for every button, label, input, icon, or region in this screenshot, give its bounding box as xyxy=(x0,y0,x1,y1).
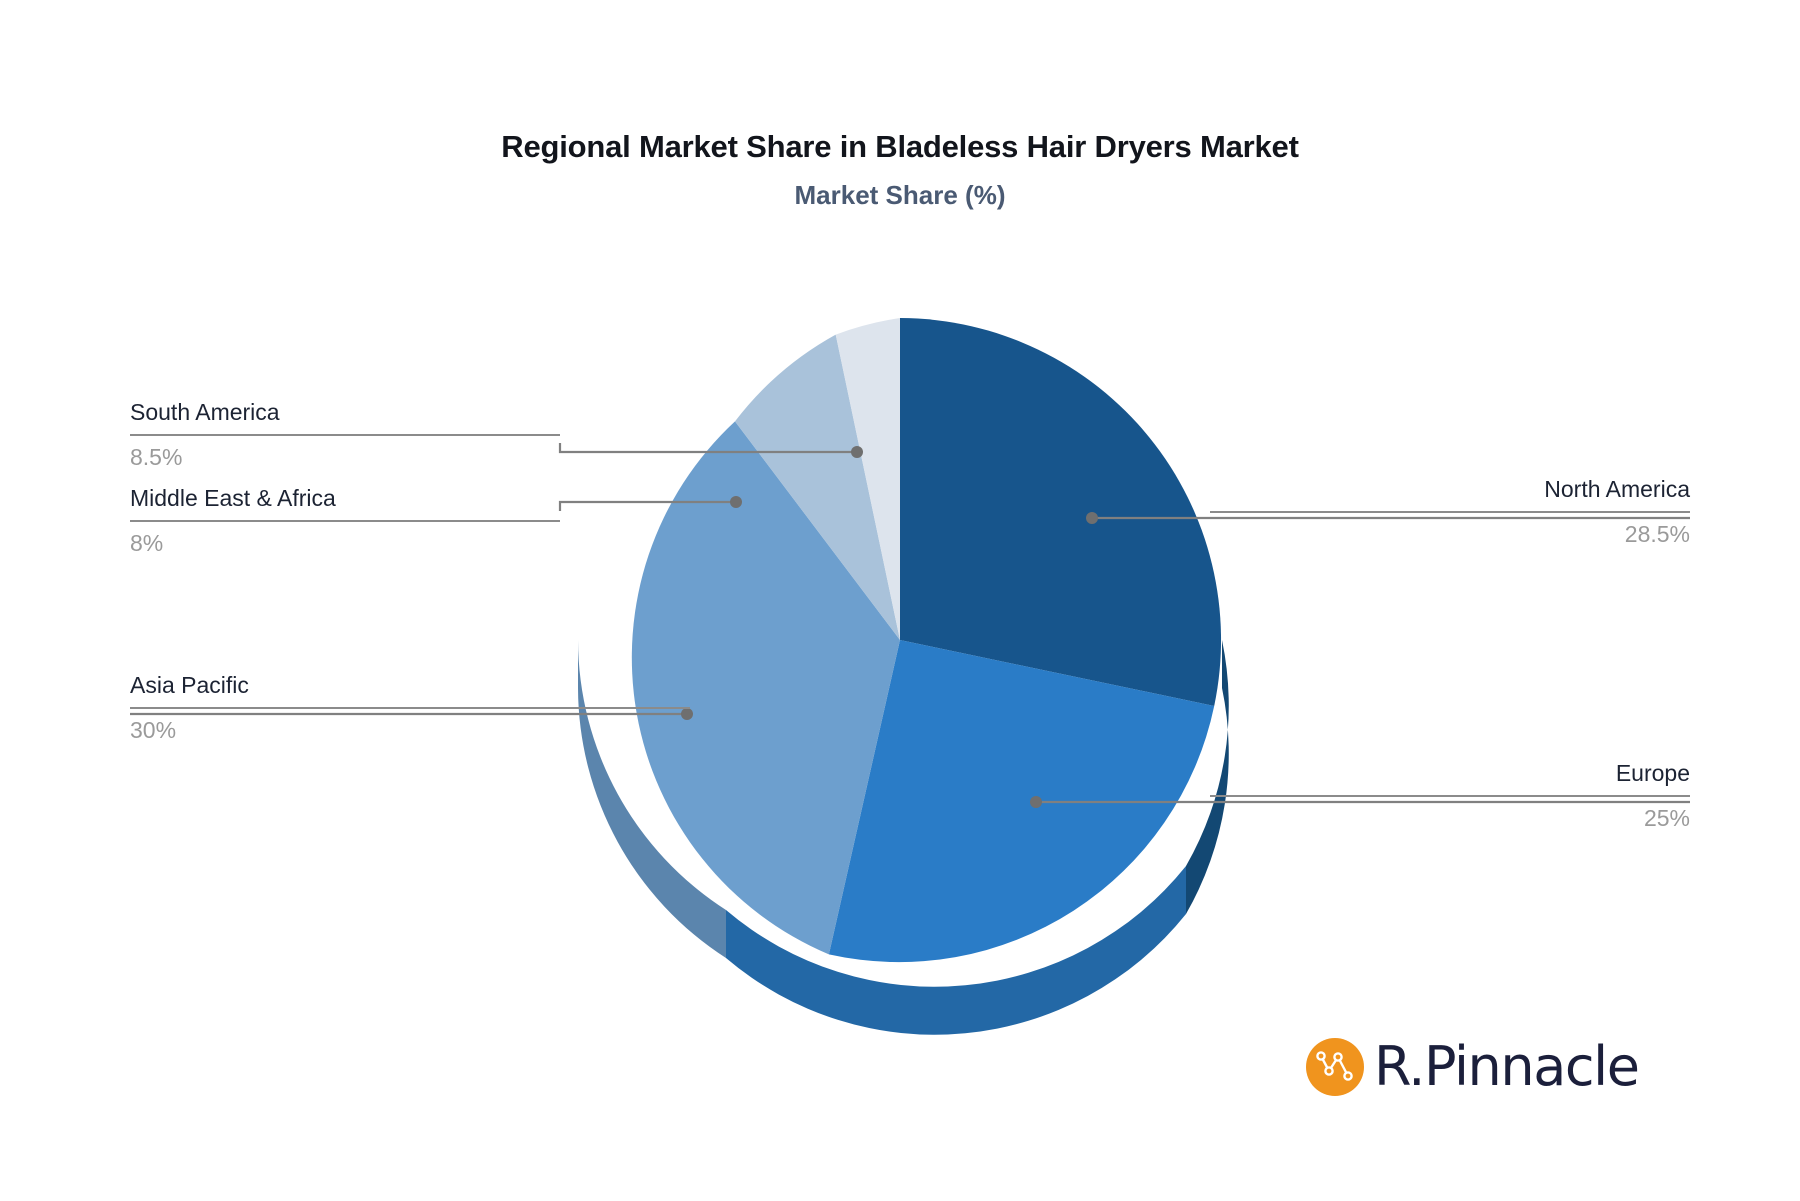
callout-south-america[interactable]: South America 8.5% xyxy=(130,398,560,472)
callout-europe[interactable]: Europe 25% xyxy=(1210,759,1690,833)
callout-rule-north-america xyxy=(1210,510,1690,513)
leader-dot-north-america xyxy=(1086,512,1098,524)
callout-value-europe: 25% xyxy=(1643,804,1690,831)
callout-asia-pacific[interactable]: Asia Pacific 30% xyxy=(130,671,690,745)
callout-label-north-america: North America xyxy=(1544,476,1690,502)
callout-rule-middle-east-africa xyxy=(130,519,560,522)
pinnacle-network-icon xyxy=(1306,1038,1364,1096)
callout-rule-europe xyxy=(1210,794,1690,797)
callout-rule-south-america xyxy=(130,433,560,436)
leader-line-middle-east-africa xyxy=(558,500,736,511)
pie-slice-middle-east-africa xyxy=(735,334,900,640)
callout-label-europe: Europe xyxy=(1615,760,1690,786)
pie-slice-europe xyxy=(828,640,1215,963)
callout-label-middle-east-africa: Middle East & Africa xyxy=(130,485,336,511)
pie-slice-south-america xyxy=(835,318,900,640)
callout-value-south-america: 8.5% xyxy=(130,443,183,470)
callout-middle-east-africa[interactable]: Middle East & Africa 8% xyxy=(130,484,560,558)
pie-slices xyxy=(631,318,1222,963)
callout-label-asia-pacific: Asia Pacific xyxy=(130,672,249,698)
callout-rule-asia-pacific xyxy=(130,706,690,709)
leader-line-south-america xyxy=(558,443,857,454)
callout-value-asia-pacific: 30% xyxy=(130,716,177,743)
leader-dot-middle-east-africa xyxy=(730,496,742,508)
pie-side-europe xyxy=(726,866,1186,1035)
callout-label-south-america: South America xyxy=(130,399,280,425)
brand-name: R.Pinnacle xyxy=(1374,1035,1640,1098)
chart-header: Regional Market Share in Bladeless Hair … xyxy=(0,128,1800,211)
pie-slice-north-america xyxy=(900,318,1222,706)
brand-logo: R.Pinnacle xyxy=(1306,1035,1640,1098)
chart-subtitle: Market Share (%) xyxy=(794,180,1006,211)
callout-value-middle-east-africa: 8% xyxy=(130,529,164,556)
callout-north-america[interactable]: North America 28.5% xyxy=(1210,475,1690,549)
callout-value-north-america: 28.5% xyxy=(1624,520,1690,547)
leader-dot-south-america xyxy=(851,446,863,458)
chart-title: Regional Market Share in Bladeless Hair … xyxy=(501,129,1299,164)
leader-dot-europe xyxy=(1030,796,1042,808)
